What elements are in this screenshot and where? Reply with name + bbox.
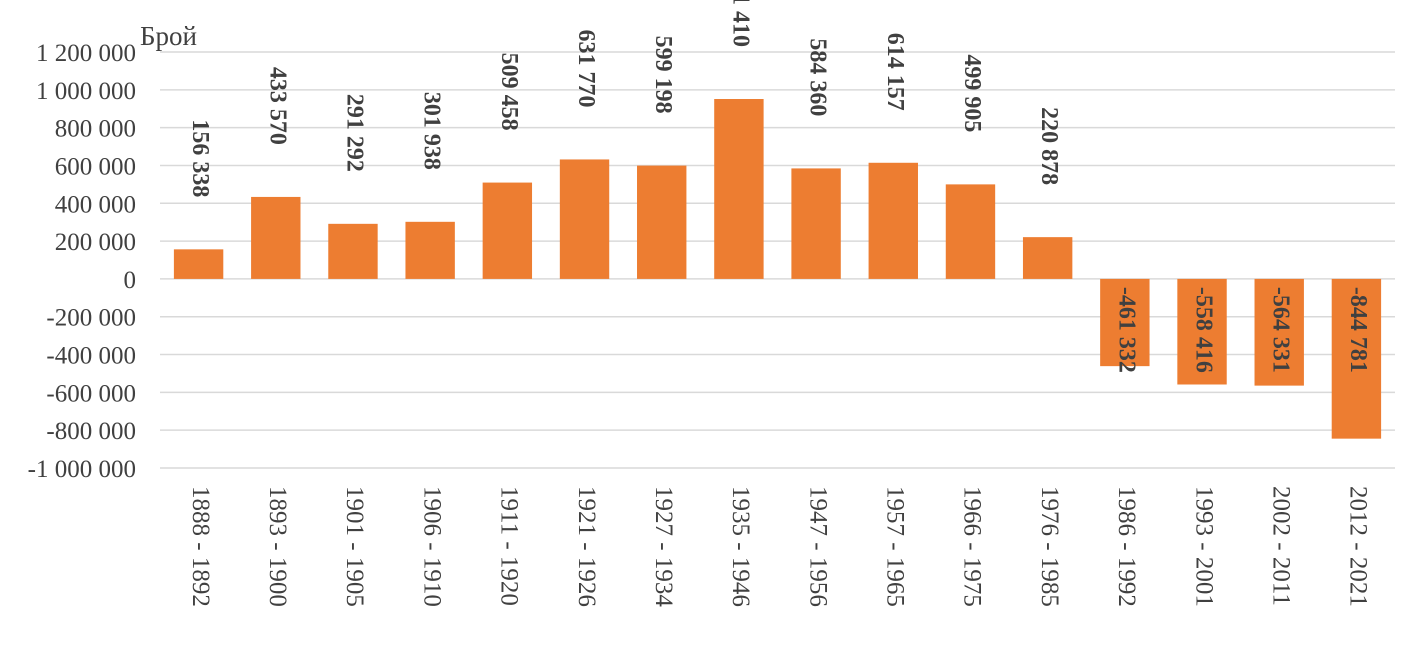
- bar: [1331, 278, 1382, 439]
- x-tick-label: 1901 - 1905: [341, 486, 368, 607]
- y-tick-label: 800 000: [55, 116, 136, 143]
- bars: [173, 99, 1382, 439]
- data-label: 301 938: [419, 92, 445, 170]
- data-label: 614 157: [882, 33, 908, 111]
- y-tick-label: 200 000: [55, 229, 136, 256]
- bar: [714, 99, 764, 279]
- bar: [251, 196, 301, 279]
- x-tick-label: 1947 - 1956: [804, 486, 831, 607]
- bar: [482, 182, 533, 279]
- data-label: -461 332: [1113, 287, 1139, 373]
- x-tick-label: 1986 - 1992: [1113, 486, 1140, 607]
- y-tick-label: -1 000 000: [28, 456, 136, 483]
- x-tick-label: 1911 - 1920: [496, 486, 523, 606]
- data-label: 599 198: [650, 36, 676, 114]
- data-label: 509 458: [496, 53, 522, 131]
- bar: [1177, 278, 1227, 385]
- x-tick-label: 1957 - 1965: [882, 486, 909, 607]
- bar: [328, 223, 378, 279]
- x-tick-label: 1893 - 1900: [264, 486, 291, 607]
- bar: [559, 159, 610, 279]
- data-label: -844 781: [1345, 287, 1371, 373]
- x-tick-label: 1906 - 1910: [418, 486, 445, 607]
- x-tick-label: 2012 - 2021: [1345, 486, 1372, 607]
- data-label: 156 338: [187, 119, 213, 197]
- y-tick-label: 400 000: [55, 191, 136, 218]
- data-label: 291 292: [341, 94, 367, 172]
- y-tick-label: 600 000: [55, 153, 136, 180]
- x-tick-label: 1966 - 1975: [959, 486, 986, 607]
- y-axis-unit-label: Брой: [140, 21, 197, 51]
- data-label: 433 570: [264, 67, 290, 145]
- bar: [1100, 278, 1150, 367]
- data-label: 584 360: [805, 38, 831, 116]
- data-label: -564 331: [1268, 287, 1294, 373]
- bar: [1022, 237, 1073, 279]
- x-tick-label: 1921 - 1926: [573, 486, 600, 607]
- x-tick-label: 1935 - 1946: [727, 486, 754, 607]
- y-tick-label: -800 000: [46, 418, 136, 445]
- y-tick-label: -400 000: [46, 343, 136, 370]
- x-tick-label: 1888 - 1892: [187, 486, 214, 607]
- data-label: 220 878: [1036, 107, 1062, 185]
- bar: [791, 168, 841, 279]
- data-label: 499 905: [959, 54, 985, 132]
- y-tick-label: 1 200 000: [36, 40, 136, 67]
- data-label: -558 416: [1191, 287, 1217, 373]
- data-label: 631 770: [573, 29, 599, 107]
- bar: [173, 249, 224, 279]
- x-tick-label: 1976 - 1985: [1036, 486, 1063, 607]
- data-labels: 156 338 433 570 291 292 301 938 509 458 631 7…: [187, 0, 1371, 373]
- x-tick-label: 1993 - 2001: [1190, 486, 1217, 607]
- y-tick-label: -600 000: [46, 380, 136, 407]
- bar: [637, 165, 687, 279]
- bar: [1254, 278, 1304, 386]
- y-axis-ticks: 1 200 000 1 000 000 800 000 600 000 400 000 2…: [28, 40, 136, 483]
- data-label: 951 410: [727, 0, 753, 47]
- y-tick-label: -200 000: [46, 305, 136, 332]
- bar: [945, 184, 996, 279]
- x-tick-label: 2002 - 2011: [1267, 486, 1294, 606]
- x-tick-label: 1927 - 1934: [650, 486, 677, 607]
- x-axis-ticks: 1888 - 1892 1893 - 1900 1901 - 1905 1906 - …: [187, 486, 1372, 607]
- y-tick-label: 0: [124, 267, 137, 294]
- bar: [405, 221, 455, 279]
- y-tick-label: 1 000 000: [36, 78, 136, 105]
- bar: [868, 162, 918, 279]
